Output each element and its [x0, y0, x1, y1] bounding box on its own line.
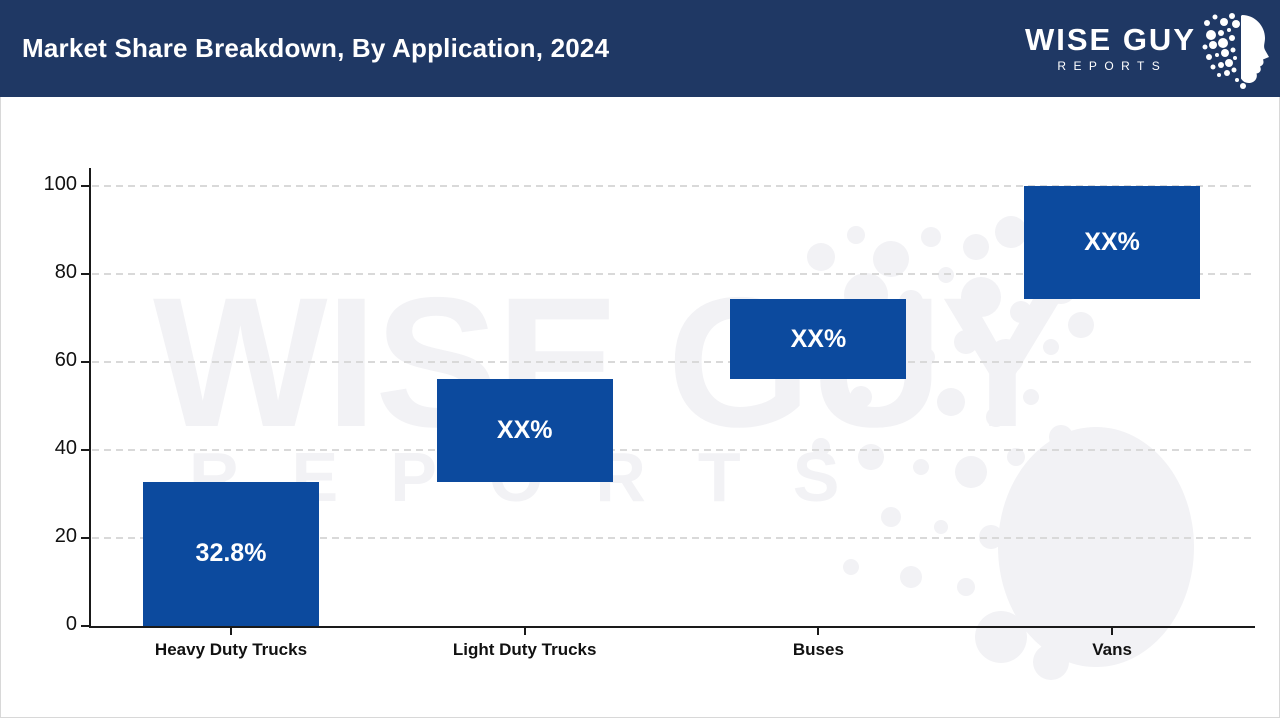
y-tick-mark [81, 361, 89, 363]
y-gridline [92, 185, 1255, 187]
x-category-label: Vans [1092, 640, 1132, 659]
y-tick-mark [81, 625, 89, 627]
header-bar: Market Share Breakdown, By Application, … [0, 0, 1280, 97]
bar-value-label: 32.8% [195, 539, 267, 568]
waterfall-bar: XX% [1024, 186, 1201, 300]
bar-value-label: XX% [790, 324, 847, 353]
y-tick-label: 40 [54, 437, 77, 459]
x-category-label: Light Duty Trucks [452, 640, 597, 659]
y-tick-mark [81, 273, 89, 275]
y-tick-mark [81, 185, 89, 187]
logo-text: WISE GUY REPORTS [1025, 24, 1196, 73]
y-tick-label: 100 [43, 173, 77, 195]
x-tick-mark [817, 628, 820, 635]
logo-reports-label: REPORTS [1057, 59, 1168, 73]
y-gridline [92, 449, 1255, 451]
bar-value-label: XX% [496, 415, 553, 444]
x-category-label: Buses [792, 640, 844, 659]
chart-panel: WISE GUY REPORTS 02040608010032.8%Heavy … [0, 97, 1280, 718]
y-tick-label: 20 [54, 525, 77, 547]
waterfall-bar: XX% [436, 379, 613, 482]
x-axis-line [89, 626, 1255, 628]
y-tick-label: 80 [54, 261, 77, 283]
logo-face-icon [1202, 12, 1269, 89]
bar-value-label: XX% [1084, 228, 1140, 257]
waterfall-bar: 32.8% [143, 481, 319, 626]
x-tick-mark [523, 628, 526, 635]
page-title: Market Share Breakdown, By Application, … [22, 33, 610, 63]
y-gridline [92, 537, 1255, 539]
logo: WISE GUY REPORTS [1025, 7, 1270, 91]
y-gridline [92, 361, 1255, 363]
x-tick-mark [230, 628, 232, 635]
y-tick-mark [81, 449, 89, 451]
waterfall-bar: XX% [730, 299, 907, 380]
y-axis-line [89, 168, 91, 628]
logo-wiseguy-label: WISE GUY [1024, 22, 1196, 57]
y-tick-label: 60 [54, 349, 77, 371]
x-tick-mark [1111, 628, 1114, 635]
y-gridline [92, 273, 1255, 275]
y-tick-mark [81, 537, 89, 539]
y-tick-label: 0 [65, 613, 77, 635]
x-category-label: Heavy Duty Trucks [154, 640, 308, 659]
